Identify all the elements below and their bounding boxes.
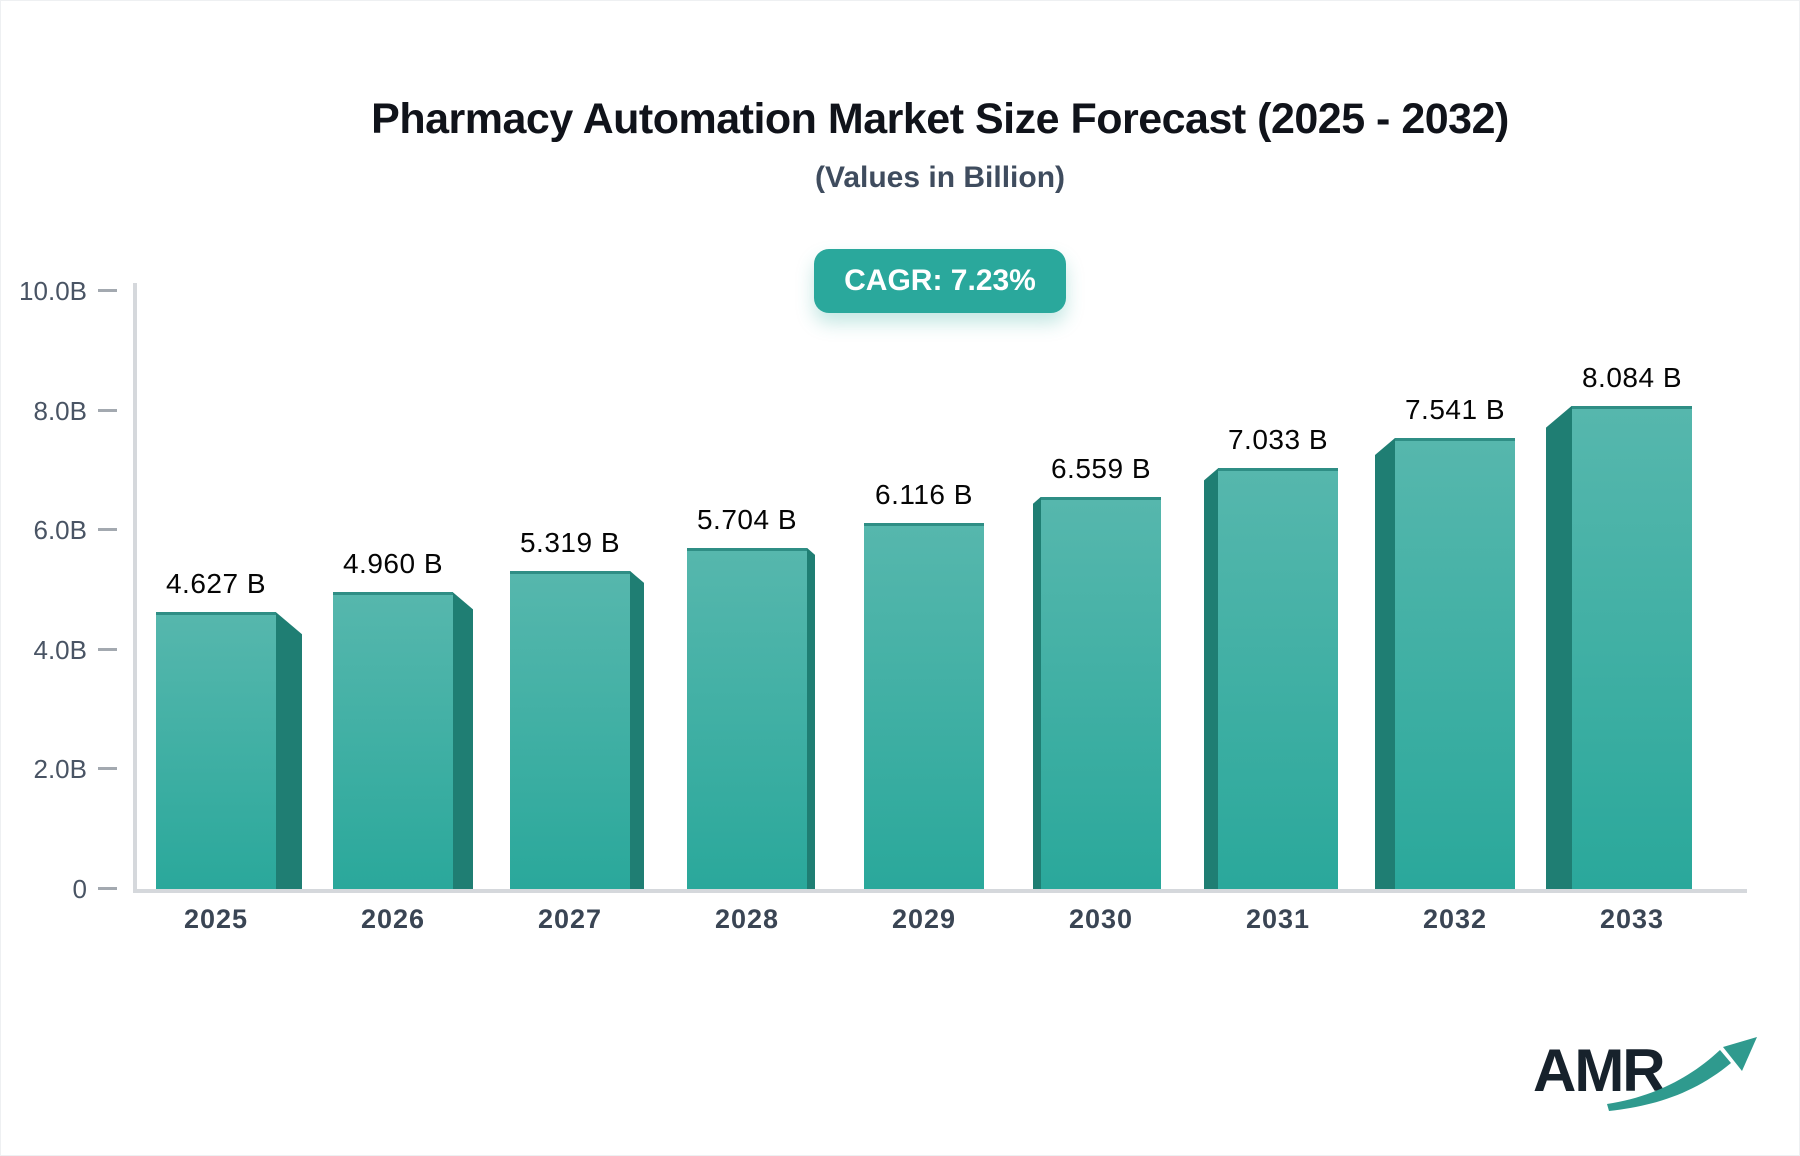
y-axis-tick-mark: [98, 408, 117, 412]
chart-title: Pharmacy Automation Market Size Forecast…: [371, 95, 1509, 143]
bar-2026: [333, 592, 453, 889]
x-axis-label-2031: 2031: [1245, 904, 1311, 934]
bar-2031: [1218, 468, 1338, 889]
x-axis-label-2028: 2028: [714, 904, 780, 934]
bar-value-label: 6.116 B: [875, 479, 973, 511]
x-axis-label-2027: 2027: [537, 904, 603, 934]
bar-side-panel: [630, 570, 644, 889]
y-axis-tick-label: 4.0B: [33, 634, 88, 665]
bar-side-panel: [1546, 405, 1572, 889]
x-axis-label-2032: 2032: [1422, 904, 1488, 934]
bar-value-label: 8.084 B: [1581, 361, 1683, 393]
amr-logo-text: AMR: [1533, 1037, 1666, 1104]
y-axis-line: [133, 283, 137, 893]
y-axis-tick-mark: [98, 887, 117, 890]
bar-2028: [687, 547, 807, 889]
bar-value-label: 4.960 B: [342, 548, 444, 580]
bar-side-panel: [276, 612, 302, 889]
y-axis-tick-label: 8.0B: [33, 395, 88, 426]
x-axis-label-2026: 2026: [360, 904, 426, 934]
bar-value-label: 5.704 B: [696, 503, 798, 535]
bar-2030: [1041, 496, 1161, 889]
bar-2027: [510, 570, 630, 889]
bar-2029: [864, 523, 984, 889]
y-axis-tick-mark: [98, 289, 117, 292]
bar-value-label: 4.627 B: [165, 568, 267, 600]
cagr-badge: CAGR: 7.23%: [814, 249, 1066, 313]
x-axis-label-2025: 2025: [183, 904, 249, 934]
y-axis-tick-mark: [98, 528, 117, 532]
chart-header: Pharmacy Automation Market Size Forecast…: [133, 1, 1747, 313]
amr-logo: AMR: [1533, 1037, 1773, 1129]
y-axis-tick-label: 0: [72, 874, 87, 904]
bar-side-panel: [453, 592, 473, 889]
bar-value-label: 5.319 B: [519, 526, 621, 558]
bar-side-panel: [1033, 496, 1041, 889]
x-axis-label-2030: 2030: [1068, 904, 1134, 934]
x-axis-line: [133, 889, 1747, 893]
bar-2033: [1572, 405, 1692, 889]
bar-side-panel: [807, 547, 815, 889]
bar-value-label: 7.033 B: [1227, 424, 1329, 456]
y-axis-tick-mark: [98, 647, 117, 651]
y-axis-tick-label: 10.0B: [19, 276, 87, 306]
y-axis-tick-mark: [98, 767, 117, 771]
y-axis-tick-label: 2.0B: [33, 754, 88, 785]
bar-2025: [156, 612, 276, 889]
bar-side-panel: [1204, 468, 1218, 889]
x-axis-label-2029: 2029: [891, 904, 957, 934]
bar-side-panel: [1375, 438, 1395, 889]
bar-2032: [1395, 438, 1515, 889]
y-axis-tick-label: 6.0B: [33, 515, 88, 546]
bar-value-label: 7.541 B: [1404, 394, 1506, 426]
trend-up-arrow-icon: [1607, 1037, 1757, 1111]
chart-subtitle: (Values in Billion): [814, 161, 1066, 194]
x-axis-label-2033: 2033: [1599, 904, 1665, 934]
bar-value-label: 6.559 B: [1050, 452, 1152, 484]
